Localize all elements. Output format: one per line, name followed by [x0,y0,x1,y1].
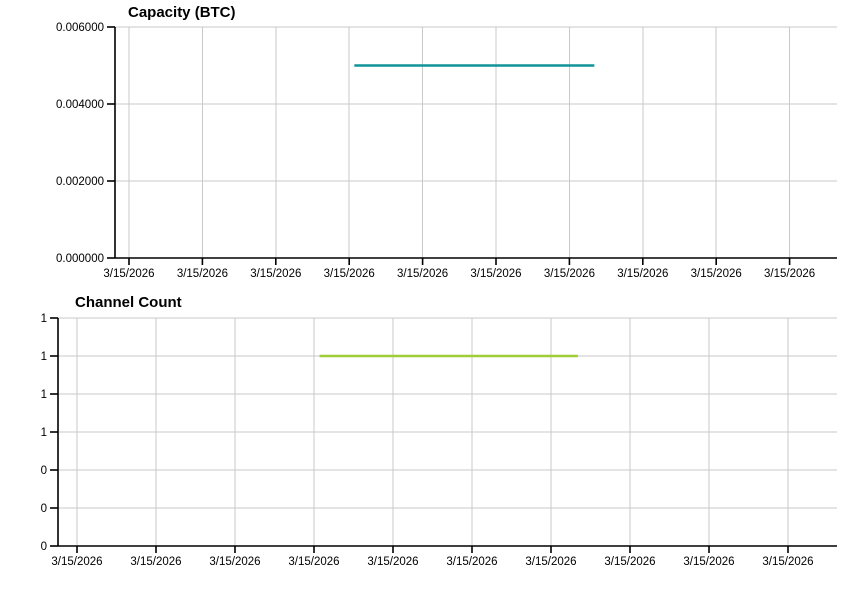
y-tick-label: 1 [41,351,47,363]
y-tick-label: 0 [41,465,47,477]
x-tick-label: 3/15/2026 [103,268,154,280]
y-tick-label: 0.006000 [56,22,104,34]
capacity-chart-title: Capacity (BTC) [128,4,236,21]
x-tick-label: 3/15/2026 [617,268,668,280]
x-tick-label: 3/15/2026 [762,556,813,568]
y-tick-label: 0 [41,541,47,553]
x-tick-label: 3/15/2026 [288,556,339,568]
x-tick-label: 3/15/2026 [446,556,497,568]
x-tick-label: 3/15/2026 [764,268,815,280]
y-tick-label: 0.004000 [56,99,104,111]
x-tick-label: 3/15/2026 [683,556,734,568]
x-tick-label: 3/15/2026 [324,268,375,280]
y-tick-label: 0 [41,503,47,515]
x-tick-label: 3/15/2026 [250,268,301,280]
x-tick-label: 3/15/2026 [691,268,742,280]
y-tick-label: 1 [41,427,47,439]
y-tick-label: 1 [41,389,47,401]
x-tick-label: 3/15/2026 [177,268,228,280]
x-tick-label: 3/15/2026 [604,556,655,568]
x-tick-label: 3/15/2026 [51,556,102,568]
y-tick-label: 0.000000 [56,253,104,265]
x-tick-label: 3/15/2026 [470,268,521,280]
y-tick-label: 1 [41,313,47,325]
y-tick-label: 0.002000 [56,176,104,188]
x-tick-label: 3/15/2026 [130,556,181,568]
x-tick-label: 3/15/2026 [367,556,418,568]
x-tick-label: 3/15/2026 [525,556,576,568]
x-tick-label: 3/15/2026 [397,268,448,280]
x-tick-label: 3/15/2026 [209,556,260,568]
x-tick-label: 3/15/2026 [544,268,595,280]
channel-count-chart-title: Channel Count [75,294,182,311]
